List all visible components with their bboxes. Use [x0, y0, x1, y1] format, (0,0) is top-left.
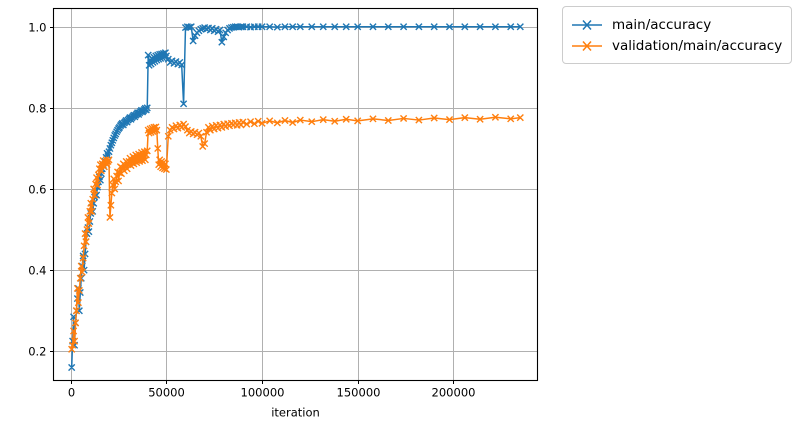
data-series-layer [68, 23, 524, 372]
legend-item-main-accuracy: main/accuracy [570, 14, 782, 35]
legend-label-validation-main-accuracy: validation/main/accuracy [612, 37, 783, 54]
legend-sample-validation-main-accuracy [572, 40, 602, 51]
legend-sample-main-accuracy [572, 19, 602, 30]
x-tick-label: 200000 [432, 386, 476, 400]
legend-label-main-accuracy: main/accuracy [612, 16, 712, 33]
y-tick-label: 0.6 [28, 183, 46, 197]
x-tick-label: 50000 [148, 386, 185, 400]
x-axis-label: iteration [271, 406, 320, 420]
legend: main/accuracy validation/main/accuracy [562, 6, 793, 64]
series-main-accuracy [68, 23, 524, 372]
x-tick-labels: 0 50000 100000 150000 200000 [68, 386, 476, 400]
plot-area-spines [52, 7, 539, 382]
y-tick-label: 1.0 [28, 21, 46, 35]
tick-marks [50, 27, 454, 384]
x-tick-label: 0 [68, 386, 75, 400]
legend-item-validation-main-accuracy: validation/main/accuracy [570, 35, 782, 56]
y-tick-label: 0.4 [28, 264, 46, 278]
x-tick-label: 100000 [241, 386, 285, 400]
x-tick-label: 150000 [337, 386, 381, 400]
y-tick-label: 0.8 [28, 102, 46, 116]
y-tick-label: 0.2 [28, 345, 46, 359]
series-validation-main-accuracy [68, 113, 524, 353]
y-tick-labels: 0.2 0.4 0.6 0.8 1.0 [28, 21, 46, 359]
grid-lines [53, 8, 538, 381]
